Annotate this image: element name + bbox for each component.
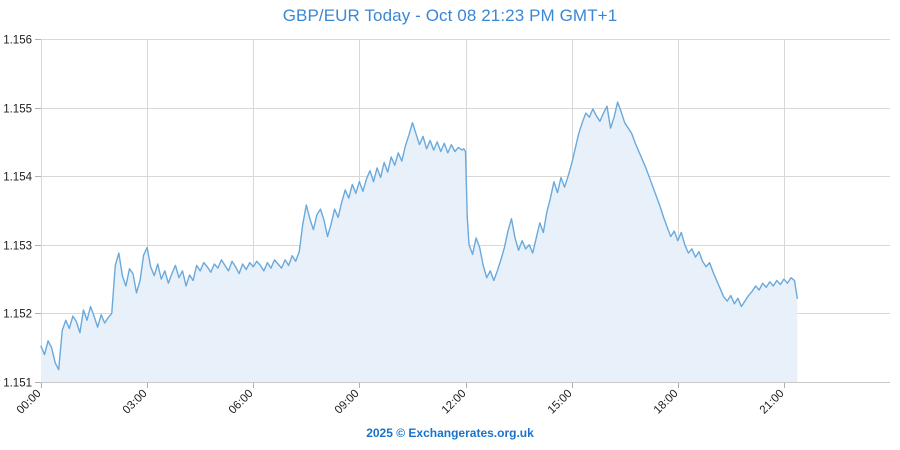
x-axis-tick-label: 15:00 [546,388,575,417]
x-axis-tick-label: 09:00 [333,388,362,417]
series-line [40,101,799,371]
copyright-footer: 2025 © Exchangerates.org.uk [366,426,534,440]
x-axis-tick-label: 12:00 [440,388,469,417]
y-axis-tick-label: 1.155 [3,104,32,116]
y-axis-tick-label: 1.153 [3,241,32,253]
y-axis-tick-label: 1.151 [3,378,32,390]
y-axis-tick-labels: 1.156 1.155 1.154 1.153 1.152 1.151 [3,35,32,390]
x-axis-tick-label: 06:00 [227,388,256,417]
chart-title: GBP/EUR Today - Oct 08 21:23 PM GMT+1 [282,6,618,25]
series-area-fill [41,102,798,383]
x-axis-tick-labels: 00:00 03:00 06:00 09:00 12:00 15:00 18:00 21:00 [15,388,787,417]
y-axis-tick-label: 1.156 [3,35,32,47]
x-axis-tick-label: 18:00 [652,388,681,417]
x-axis-tick-label: 00:00 [15,388,44,417]
series-area-group [40,101,799,383]
x-axis-tick-label: 21:00 [758,388,787,417]
y-axis-tick-label: 1.152 [3,309,32,321]
y-axis-tick-label: 1.154 [3,172,32,184]
x-axis-tick-label: 03:00 [121,388,150,417]
axes-group [41,382,890,388]
